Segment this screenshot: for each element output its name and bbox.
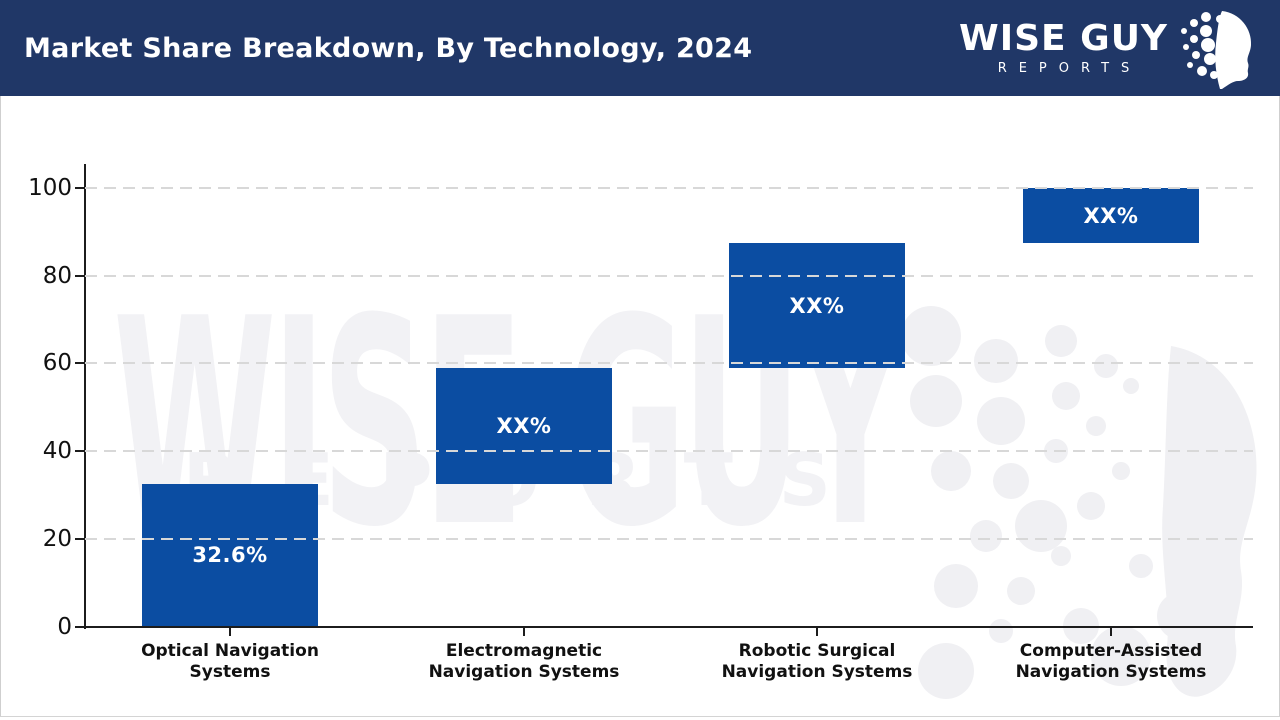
category-label-line: Electromagnetic	[445, 641, 603, 661]
x-axis-line	[84, 625, 1253, 628]
y-tick-mark	[75, 450, 84, 453]
logo: WISE GUY REPORTS	[959, 7, 1254, 89]
category-label-line: Navigation Systems	[428, 662, 620, 682]
category-label-line: Robotic Surgical	[738, 641, 896, 661]
gridline	[85, 537, 1253, 540]
x-tick-mark	[229, 627, 231, 636]
bar-value-label: XX%	[789, 293, 845, 318]
bar-segment: 32.6%	[142, 483, 318, 627]
logo-wordmark: WISE GUY	[958, 18, 1168, 59]
logo-subtext: REPORTS	[997, 61, 1142, 76]
y-axis-line	[84, 164, 86, 629]
bar-segment: XX%	[729, 243, 905, 368]
y-tick-mark	[75, 274, 84, 277]
category-label-line: Optical Navigation	[141, 641, 319, 661]
category-label: Electromagnetic Navigation Systems	[404, 641, 644, 683]
category-label-line: Systems	[189, 662, 271, 682]
bar-segment: XX%	[1023, 188, 1199, 244]
header-bar: Market Share Breakdown, By Technology, 2…	[0, 0, 1280, 96]
category-label-line: Navigation Systems	[1015, 662, 1207, 682]
y-tick-label: 20	[42, 525, 72, 552]
y-tick-mark	[75, 187, 84, 189]
x-tick-mark	[816, 627, 818, 636]
y-tick-label: 40	[42, 438, 72, 465]
bar-value-label: XX%	[496, 413, 552, 438]
y-tick-label: 100	[28, 175, 72, 201]
gridline	[85, 450, 1253, 453]
y-tick-mark	[75, 537, 84, 540]
bar-segment: XX%	[436, 367, 612, 484]
gridline	[85, 187, 1253, 189]
category-label: Optical Navigation Systems	[110, 641, 350, 683]
x-tick-mark	[523, 627, 525, 636]
bar-value-label: XX%	[1083, 203, 1139, 228]
y-tick-label: 60	[42, 350, 72, 377]
bar-value-label: 32.6%	[192, 543, 268, 568]
logo-text: WISE GUY REPORTS	[958, 18, 1168, 76]
y-tick-label: 80	[42, 262, 72, 289]
logo-head-icon	[1181, 11, 1252, 89]
chart-title: Market Share Breakdown, By Technology, 2…	[24, 32, 753, 64]
category-label-line: Computer-Assisted	[1019, 641, 1203, 661]
gridline	[85, 274, 1253, 277]
category-label-line: Navigation Systems	[721, 662, 913, 682]
x-tick-mark	[1110, 627, 1112, 636]
gridline	[85, 362, 1253, 365]
watermark-head-dots	[901, 306, 1257, 699]
y-tick-mark	[75, 625, 84, 628]
y-tick-mark	[75, 362, 84, 365]
category-label: Computer-Assisted Navigation Systems	[991, 641, 1231, 683]
category-label: Robotic Surgical Navigation Systems	[697, 641, 937, 683]
y-tick-label: 0	[57, 613, 72, 640]
